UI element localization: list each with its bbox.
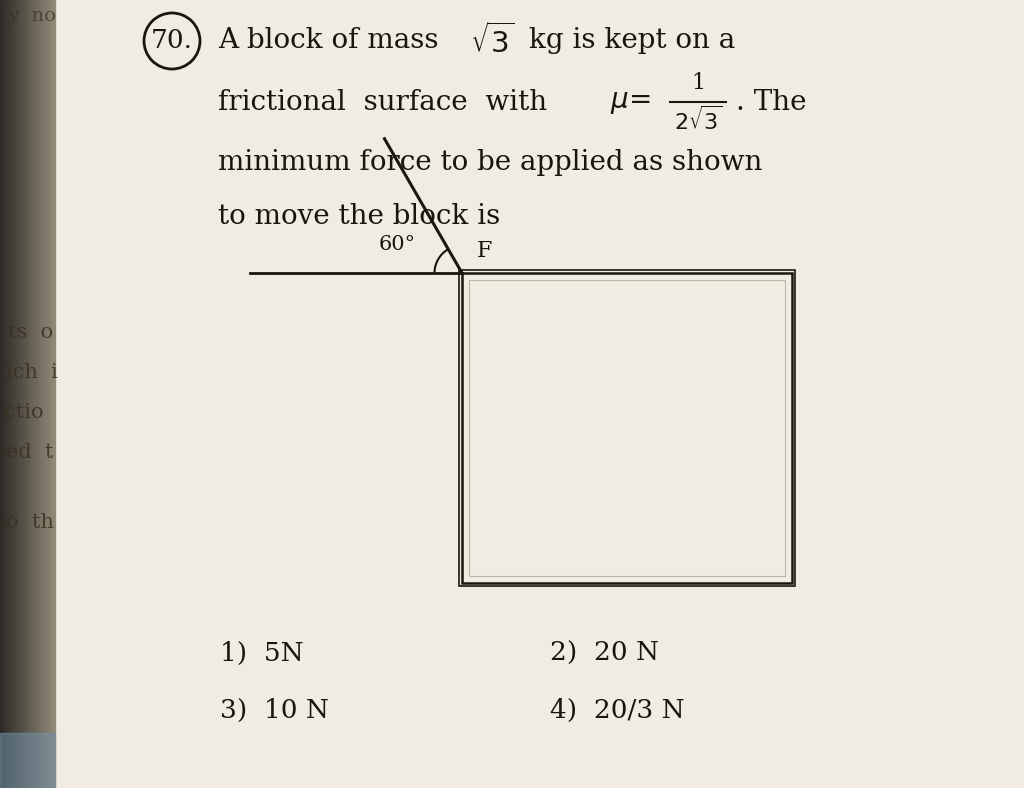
Bar	[37, 0, 39, 788]
Bar	[31, 0, 33, 788]
Bar	[35, 0, 37, 788]
Text: 3)  10 N: 3) 10 N	[220, 697, 329, 723]
Bar	[30, 0, 31, 788]
Text: 60°: 60°	[379, 236, 416, 255]
Bar	[13, 0, 14, 788]
Text: 70.: 70.	[151, 28, 193, 54]
Text: $\sqrt{3}$: $\sqrt{3}$	[470, 23, 515, 59]
Text: 1)  5N: 1) 5N	[220, 641, 304, 666]
Bar	[49, 0, 51, 788]
Text: frictional  surface  with: frictional surface with	[218, 88, 556, 116]
Text: o  th: o th	[6, 514, 54, 533]
Bar	[16, 0, 18, 788]
Text: kg is kept on a: kg is kept on a	[520, 28, 735, 54]
Bar	[20, 0, 22, 788]
Text: to move the block is: to move the block is	[218, 203, 501, 229]
Bar	[33, 0, 35, 788]
Text: $\mu\!=\!$: $\mu\!=\!$	[610, 88, 651, 116]
Text: 2)  20 N: 2) 20 N	[550, 641, 659, 666]
Bar	[14, 0, 16, 788]
Bar	[4, 0, 5, 788]
Bar	[28, 0, 30, 788]
Bar	[459, 270, 795, 586]
Bar	[40, 0, 42, 788]
Text: ed  t: ed t	[6, 444, 53, 463]
Text: 4)  20/3 N: 4) 20/3 N	[550, 697, 685, 723]
Text: y  no: y no	[8, 7, 56, 25]
Bar	[5, 0, 7, 788]
Bar	[11, 0, 13, 788]
Text: . The: . The	[736, 88, 807, 116]
Bar	[9, 0, 11, 788]
Bar	[462, 273, 792, 583]
Bar	[48, 0, 49, 788]
Bar	[0, 0, 2, 788]
Text: 1: 1	[691, 72, 706, 94]
Text: ich  i: ich i	[6, 363, 58, 382]
Text: F: F	[476, 240, 492, 262]
Text: ctio: ctio	[4, 403, 43, 422]
Bar	[46, 0, 48, 788]
Bar	[469, 280, 785, 576]
Bar	[2, 0, 4, 788]
Bar	[0, 733, 55, 788]
Text: $2\sqrt{3}$: $2\sqrt{3}$	[674, 107, 722, 136]
Bar	[22, 0, 24, 788]
Bar	[24, 0, 26, 788]
Text: ts  o: ts o	[8, 324, 53, 343]
Bar	[26, 0, 28, 788]
Bar	[51, 0, 53, 788]
Bar	[18, 0, 20, 788]
Bar	[7, 0, 9, 788]
Text: minimum force to be applied as shown: minimum force to be applied as shown	[218, 148, 763, 176]
Text: A block of mass: A block of mass	[218, 28, 447, 54]
Bar	[44, 0, 46, 788]
Bar	[42, 0, 44, 788]
Bar	[53, 0, 55, 788]
Bar	[39, 0, 40, 788]
